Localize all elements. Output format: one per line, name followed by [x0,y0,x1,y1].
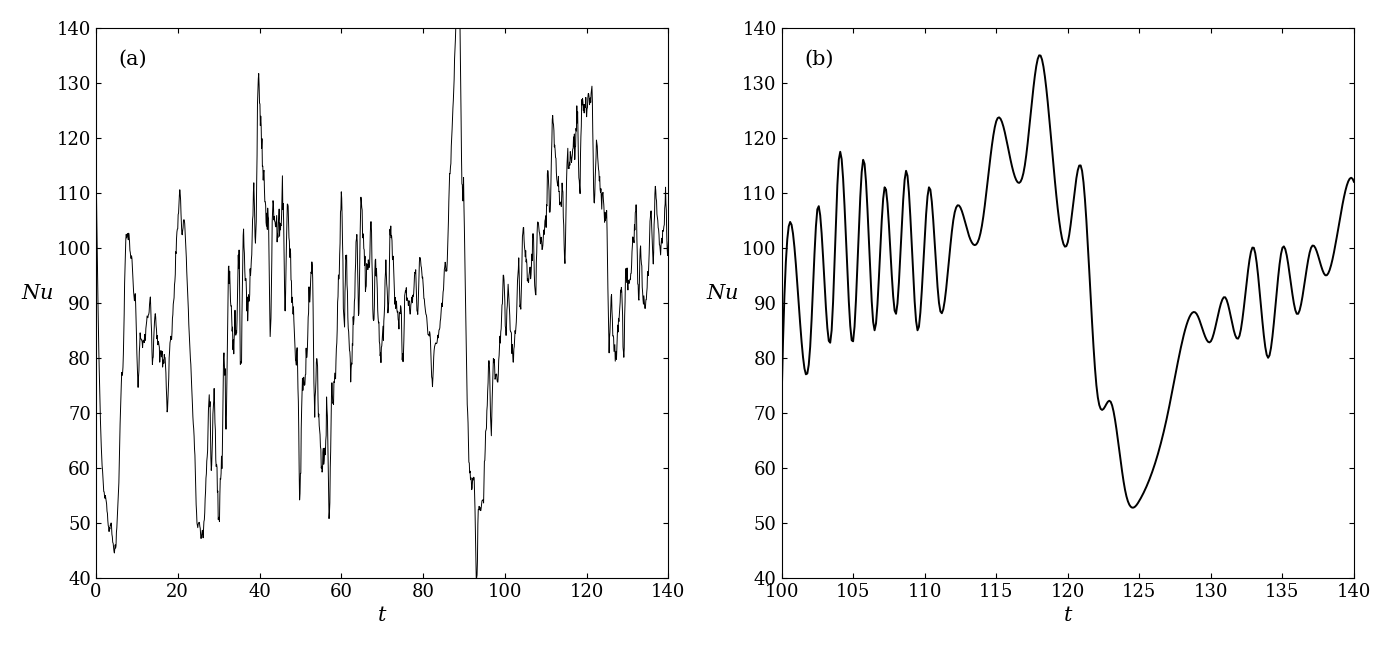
X-axis label: $t$: $t$ [1062,606,1073,625]
Y-axis label: $Nu$: $Nu$ [706,284,739,303]
X-axis label: $t$: $t$ [377,606,387,625]
Text: (a): (a) [118,50,148,69]
Text: (b): (b) [805,50,834,69]
Y-axis label: $Nu$: $Nu$ [21,284,53,303]
